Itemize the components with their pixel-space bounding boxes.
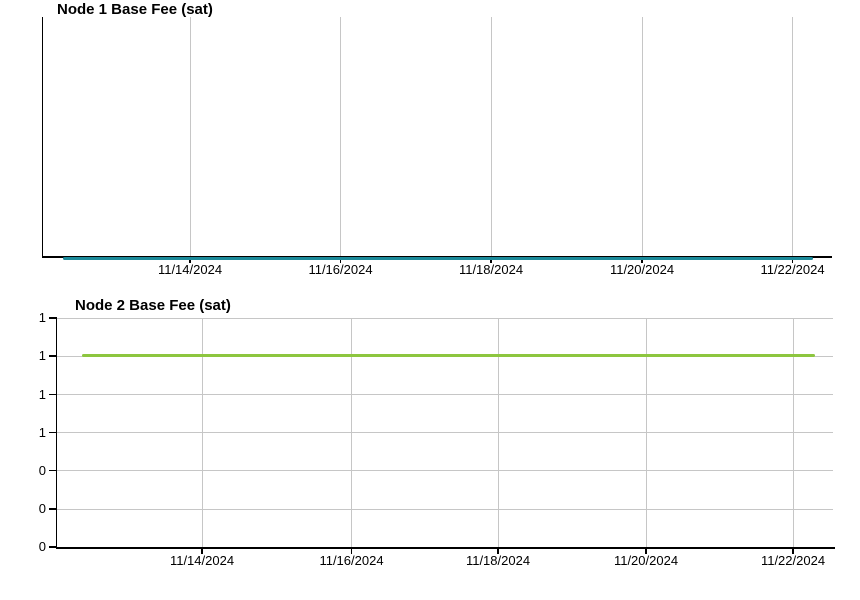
x-tick [201, 547, 203, 554]
y-tick-label: 1 [38, 348, 46, 363]
y-tick-label: 0 [38, 539, 46, 554]
y-tick [48, 355, 57, 357]
v-gridline [189, 17, 191, 256]
chart-title-node2: Node 2 Base Fee (sat) [75, 297, 231, 314]
h-gridline [57, 432, 833, 433]
y-tick [48, 469, 57, 472]
h-gridline [57, 394, 833, 395]
x-tick-label: 11/22/2024 [760, 262, 825, 277]
x-tick-label: 11/18/2024 [458, 262, 524, 277]
y-axis [41, 17, 43, 258]
series-line [82, 353, 815, 357]
x-tick-label: 11/14/2024 [169, 553, 235, 568]
x-tick [792, 547, 794, 554]
y-tick-label: 1 [38, 424, 46, 440]
v-gridline [340, 17, 341, 256]
x-tick [350, 547, 353, 554]
v-gridline [792, 17, 793, 256]
x-tick-label: 11/16/2024 [308, 262, 373, 277]
x-tick-label: 11/14/2024 [157, 262, 223, 277]
x-tick-label: 11/22/2024 [760, 553, 826, 568]
y-tick [48, 431, 57, 434]
chart-title-node1: Node 1 Base Fee (sat) [57, 1, 213, 18]
y-tick-label: 0 [38, 501, 46, 516]
y-tick-label: 0 [38, 462, 46, 478]
chart-node1: Node 1 Base Fee (sat) 11/14/2024 11/16/20… [0, 0, 860, 290]
x-tick [645, 547, 647, 554]
v-gridline [490, 17, 492, 256]
y-tick [48, 393, 57, 396]
series-line [63, 257, 813, 261]
y-tick-label: 1 [38, 310, 46, 325]
h-gridline [57, 317, 833, 319]
x-tick-label: 11/18/2024 [465, 553, 531, 568]
y-tick [48, 508, 57, 510]
y-tick-label: 1 [38, 386, 46, 402]
v-gridline [641, 17, 643, 256]
x-tick [497, 547, 499, 554]
y-axis [55, 318, 57, 549]
h-gridline [57, 470, 833, 471]
y-tick [48, 546, 57, 548]
y-tick [48, 317, 57, 319]
x-axis [41, 256, 832, 258]
x-tick-label: 11/20/2024 [609, 262, 675, 277]
x-tick-label: 11/20/2024 [613, 553, 679, 568]
x-tick-label: 11/16/2024 [319, 553, 384, 568]
x-axis [55, 547, 835, 549]
h-gridline [57, 508, 833, 510]
